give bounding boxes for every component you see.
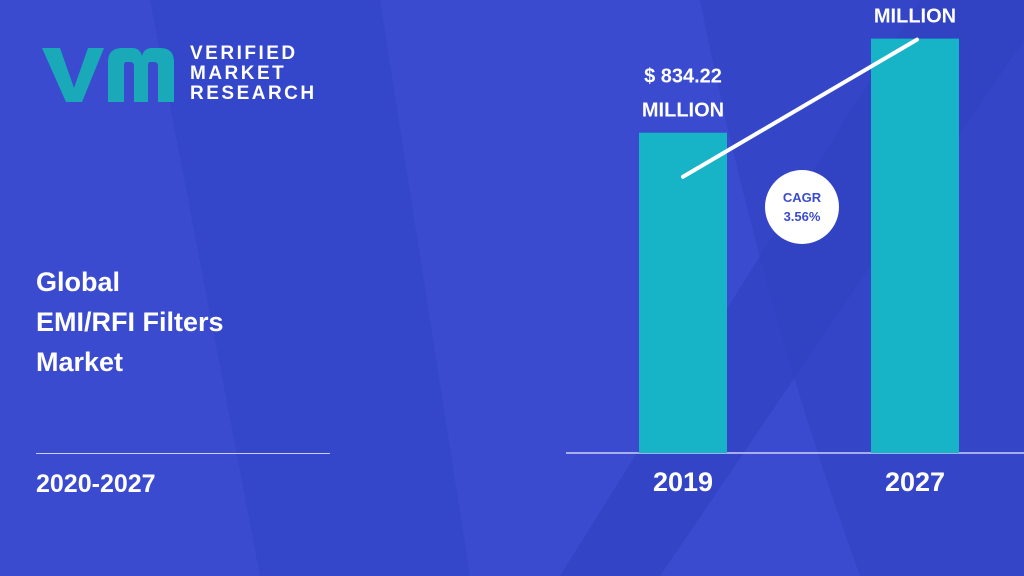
bar-2027: [871, 38, 959, 454]
logo-line-verified: VERIFIED: [190, 43, 298, 64]
title-divider: [36, 453, 330, 454]
vmr-logo-icon: [42, 48, 174, 102]
cagr-label: CAGR: [783, 190, 822, 205]
cagr-badge: [765, 170, 839, 244]
tick-label-2027: 2027: [885, 467, 945, 497]
data-label-unit-2027: MILLION: [874, 6, 956, 28]
logo-line-market: MARKET: [190, 63, 287, 84]
data-label-unit-2019: MILLION: [642, 100, 724, 122]
title-line-3: Market: [36, 347, 124, 377]
logo: VERIFIED MARKET RESEARCH: [38, 40, 317, 108]
title-line-2: EMI/RFI Filters: [36, 307, 224, 337]
title-line-1: Global: [36, 267, 121, 297]
logo-line-research: RESEARCH: [190, 83, 317, 104]
background-v-shape-left: [150, 0, 470, 576]
bar-2019: [639, 132, 727, 453]
forecast-period: 2020-2027: [36, 470, 156, 498]
cagr-trend-line: [681, 37, 919, 179]
cagr-value: 3.56%: [784, 209, 821, 224]
tick-label-2019: 2019: [653, 467, 713, 497]
report-title: Global EMI/RFI Filters Market: [36, 262, 224, 382]
data-label-value-2019: $ 834.22: [644, 66, 722, 88]
